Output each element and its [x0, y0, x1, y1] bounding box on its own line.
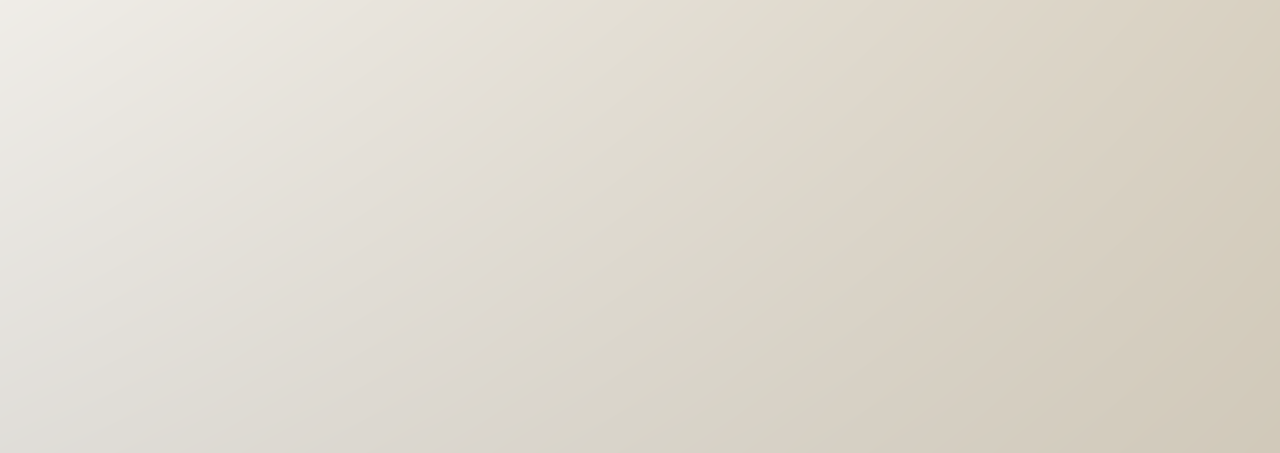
Text: 2. For an $RLC$ circuit, take $L$ = 15 mH, $C$ =10 nF, and $R$ = 100 $\Omega$. E: 2. For an $RLC$ circuit, take $L$ = 15 m… — [32, 326, 969, 347]
Text: three frequencies: $f$ = 0, $f$ = $f_c$ = 1/(2$\pi RC$), and $f$ = $\infty$.: three frequencies: $f$ = 0, $f$ = $f_c$ … — [32, 247, 600, 271]
Text: 1. For an $RC$ circuit, take $R$ = 1,200 $\Omega$ and $C$ = 10 nF and evaluate t: 1. For an $RC$ circuit, take $R$ = 1,200… — [32, 183, 970, 205]
Text: by $\omega = 2\pi f$.): by $\omega = 2\pi f$.) — [32, 97, 156, 121]
Text: (In these problems, recall that the angular frequency $\omega$ is related to the: (In these problems, recall that the angu… — [32, 29, 998, 53]
Text: for $V_R$ and $\varphi_R$ at three frequencies: $f$ = 0, $f$ = 1/(2$\pi\sqrt{LC}: for $V_R$ and $\varphi_R$ at three frequ… — [32, 390, 745, 421]
